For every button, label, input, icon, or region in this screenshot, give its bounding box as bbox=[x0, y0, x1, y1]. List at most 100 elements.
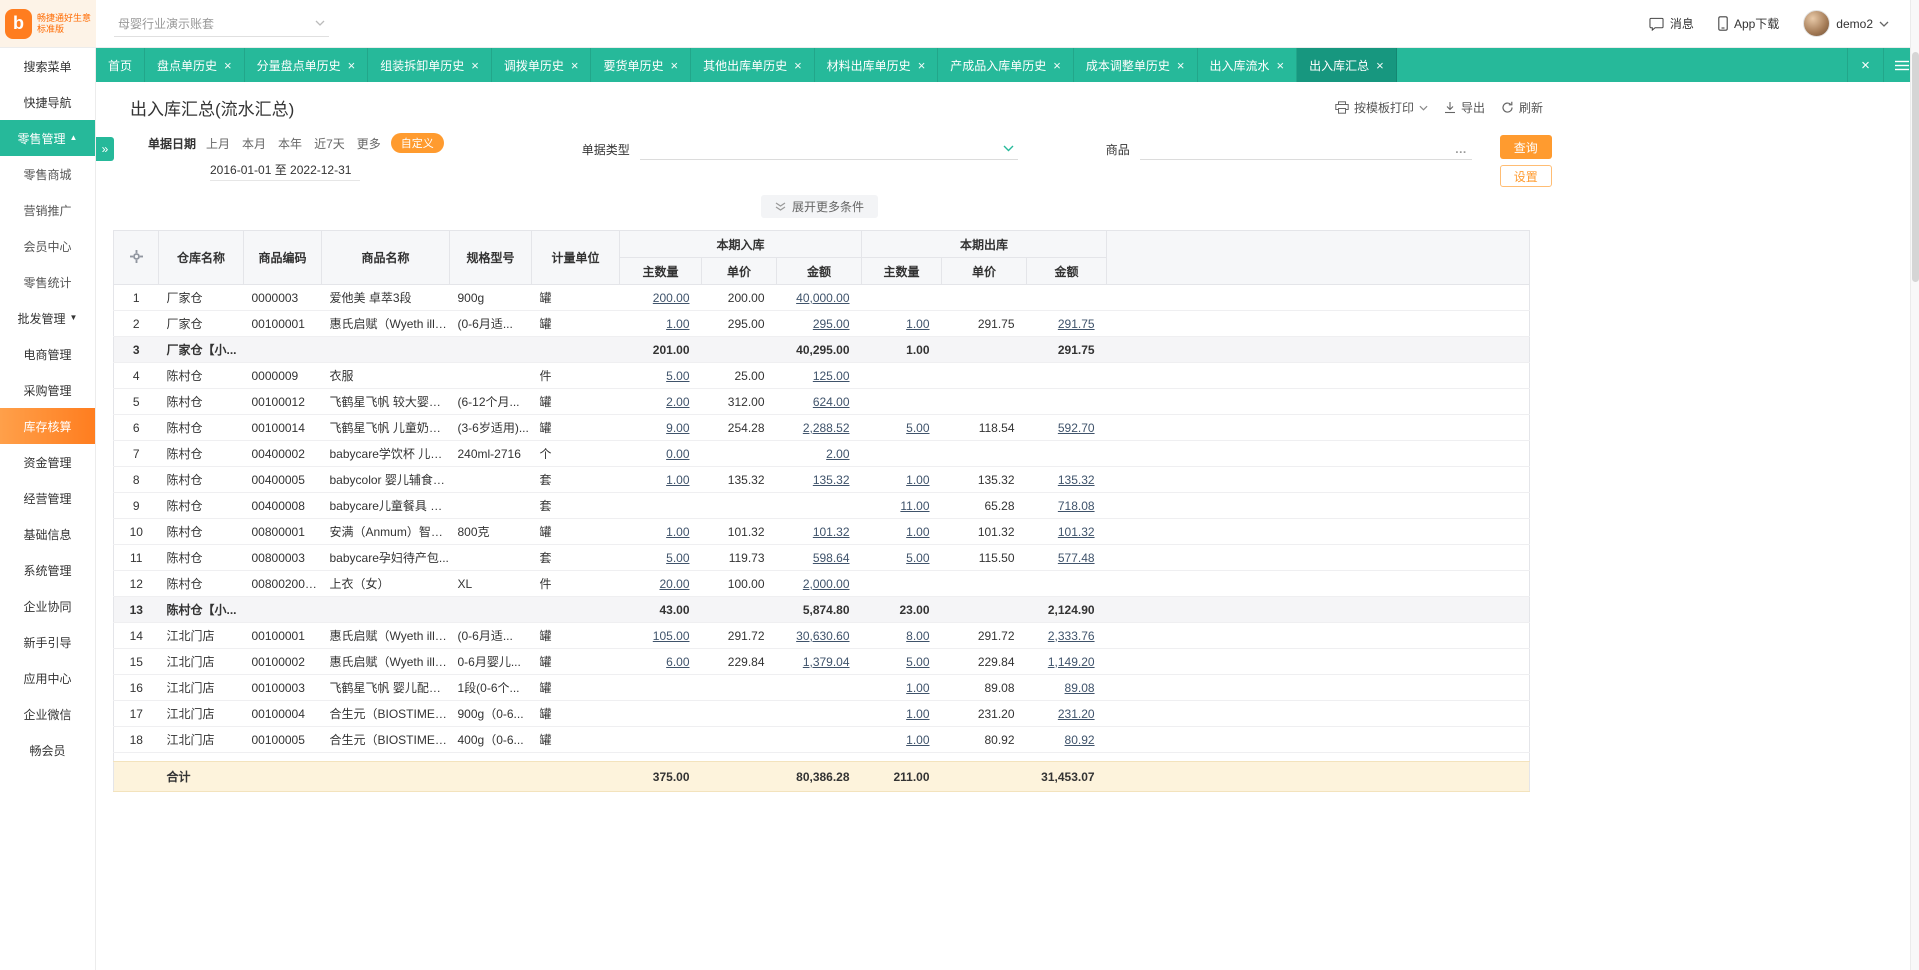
tab-0[interactable]: 首页 bbox=[96, 48, 146, 82]
settings-button[interactable]: 设置 bbox=[1499, 165, 1552, 187]
tab-4[interactable]: 调拨单历史 × bbox=[492, 48, 592, 82]
date-quick-option[interactable]: 更多 bbox=[356, 136, 381, 151]
out-amount-cell[interactable]: 80.92 bbox=[1026, 726, 1107, 753]
print-by-template-button[interactable]: 按模板打印 bbox=[1335, 99, 1428, 116]
search-button[interactable]: 查询 bbox=[1499, 135, 1552, 159]
collapse-filter-button[interactable]: » bbox=[96, 137, 114, 161]
messages-button[interactable]: 消息 bbox=[1649, 15, 1694, 32]
tab-close-icon[interactable]: × bbox=[917, 57, 926, 73]
out-amount-cell[interactable]: 2,333.76 bbox=[1026, 622, 1107, 649]
sidebar-item-8[interactable]: 电商管理 bbox=[0, 336, 95, 372]
date-quick-option[interactable]: 近7天 bbox=[314, 136, 345, 151]
in-amount-cell[interactable]: 101.32 bbox=[776, 518, 862, 545]
custom-range-badge[interactable]: 自定义 bbox=[390, 133, 444, 153]
sidebar-item-10[interactable]: 库存核算 bbox=[0, 408, 95, 444]
in-amount-cell[interactable]: 2,000.00 bbox=[776, 570, 862, 597]
account-select[interactable]: 母婴行业演示账套 bbox=[114, 11, 329, 37]
in-amount-cell[interactable]: 624.00 bbox=[776, 388, 862, 415]
sidebar-item-14[interactable]: 系统管理 bbox=[0, 552, 95, 588]
tab-close-icon[interactable]: × bbox=[224, 57, 232, 73]
in-qty-cell[interactable]: 1.00 bbox=[619, 466, 702, 493]
in-amount-cell[interactable]: 125.00 bbox=[776, 362, 862, 389]
tab-2[interactable]: 分量盘点单历史 × bbox=[245, 48, 369, 82]
column-settings-header[interactable] bbox=[113, 230, 159, 285]
tab-1[interactable]: 盘点单历史 × bbox=[145, 48, 245, 82]
scrollbar[interactable] bbox=[1910, 0, 1919, 970]
in-qty-cell[interactable]: 5.00 bbox=[619, 544, 702, 571]
tab-close-icon[interactable]: × bbox=[794, 57, 802, 73]
out-amount-cell[interactable]: 101.32 bbox=[1026, 518, 1107, 545]
sidebar-item-17[interactable]: 应用中心 bbox=[0, 660, 95, 696]
in-qty-cell[interactable]: 9.00 bbox=[619, 414, 702, 441]
in-amount-cell[interactable]: 40,000.00 bbox=[776, 284, 862, 311]
sidebar-item-1[interactable]: 快捷导航 bbox=[0, 84, 95, 120]
in-amount-cell[interactable]: 2.00 bbox=[776, 440, 862, 467]
tab-8[interactable]: 产成品入库单历史 × bbox=[938, 48, 1074, 82]
date-range-value[interactable]: 2016-01-01 至 2022-12-31 bbox=[210, 161, 360, 181]
out-qty-cell[interactable]: 11.00 bbox=[861, 492, 942, 519]
tab-close-icon[interactable]: × bbox=[1176, 57, 1185, 73]
tab-3[interactable]: 组装拆卸单历史 × bbox=[368, 48, 492, 82]
out-qty-cell[interactable]: 1.00 bbox=[861, 674, 942, 701]
sidebar-item-13[interactable]: 基础信息 bbox=[0, 516, 95, 552]
tab-6[interactable]: 其他出库单历史 × bbox=[691, 48, 815, 82]
in-qty-cell[interactable]: 0.00 bbox=[619, 440, 702, 467]
in-amount-cell[interactable]: 1,379.04 bbox=[776, 648, 862, 675]
sidebar-item-3[interactable]: 零售商城 bbox=[0, 156, 95, 192]
refresh-button[interactable]: 刷新 bbox=[1501, 99, 1543, 116]
tab-close-icon[interactable]: × bbox=[1053, 57, 1061, 73]
ellipsis-icon[interactable]: … bbox=[1454, 141, 1468, 156]
doc-type-select[interactable] bbox=[639, 138, 1018, 160]
sidebar-item-7[interactable]: 批发管理 ▼ bbox=[0, 300, 95, 336]
in-amount-cell[interactable]: 598.64 bbox=[776, 544, 862, 571]
tab-close-icon[interactable]: × bbox=[471, 57, 479, 73]
tab-close-icon[interactable]: × bbox=[670, 57, 679, 73]
sidebar-item-12[interactable]: 经营管理 bbox=[0, 480, 95, 516]
in-qty-cell[interactable]: 5.00 bbox=[619, 362, 702, 389]
out-amount-cell[interactable]: 135.32 bbox=[1026, 466, 1107, 493]
sidebar-item-5[interactable]: 会员中心 bbox=[0, 228, 95, 264]
sidebar-item-18[interactable]: 企业微信 bbox=[0, 696, 95, 732]
out-amount-cell[interactable]: 291.75 bbox=[1026, 310, 1107, 337]
tab-7[interactable]: 材料出库单历史 × bbox=[815, 48, 939, 82]
sidebar-item-0[interactable]: 搜索菜单 bbox=[0, 48, 95, 84]
in-qty-cell[interactable]: 1.00 bbox=[619, 518, 702, 545]
out-qty-cell[interactable]: 1.00 bbox=[861, 726, 942, 753]
in-qty-cell[interactable]: 200.00 bbox=[619, 284, 702, 311]
out-amount-cell[interactable]: 577.48 bbox=[1026, 544, 1107, 571]
tab-close-icon[interactable]: × bbox=[570, 57, 579, 73]
sidebar-item-6[interactable]: 零售统计 bbox=[0, 264, 95, 300]
in-amount-cell[interactable]: 30,630.60 bbox=[776, 622, 862, 649]
sidebar-item-2[interactable]: 零售管理 ▲ bbox=[0, 120, 95, 156]
close-tabs-button[interactable]: × bbox=[1847, 48, 1883, 82]
in-qty-cell[interactable]: 2.00 bbox=[619, 388, 702, 415]
in-amount-cell[interactable]: 295.00 bbox=[776, 310, 862, 337]
scrollbar-thumb[interactable] bbox=[1912, 52, 1919, 282]
in-amount-cell[interactable]: 135.32 bbox=[776, 466, 862, 493]
out-qty-cell[interactable]: 8.00 bbox=[861, 622, 942, 649]
in-qty-cell[interactable]: 6.00 bbox=[619, 648, 702, 675]
sidebar-item-9[interactable]: 采购管理 bbox=[0, 372, 95, 408]
date-quick-option[interactable]: 本月 bbox=[242, 136, 267, 151]
gear-icon[interactable] bbox=[129, 249, 143, 263]
out-amount-cell[interactable]: 1,149.20 bbox=[1026, 648, 1107, 675]
out-qty-cell[interactable]: 1.00 bbox=[861, 466, 942, 493]
user-menu[interactable]: demo2 bbox=[1803, 10, 1889, 37]
date-quick-option[interactable]: 上月 bbox=[206, 136, 231, 151]
date-quick-option[interactable]: 本年 bbox=[278, 136, 303, 151]
goods-picker[interactable]: … bbox=[1139, 138, 1472, 160]
tab-close-icon[interactable]: × bbox=[1376, 57, 1384, 73]
out-amount-cell[interactable]: 89.08 bbox=[1026, 674, 1107, 701]
tab-close-icon[interactable]: × bbox=[347, 57, 356, 73]
sidebar-item-16[interactable]: 新手引导 bbox=[0, 624, 95, 660]
export-button[interactable]: 导出 bbox=[1444, 99, 1485, 116]
out-qty-cell[interactable]: 1.00 bbox=[861, 700, 942, 727]
in-amount-cell[interactable]: 2,288.52 bbox=[776, 414, 862, 441]
out-qty-cell[interactable]: 5.00 bbox=[861, 544, 942, 571]
sidebar-item-15[interactable]: 企业协同 bbox=[0, 588, 95, 624]
out-qty-cell[interactable]: 1.00 bbox=[861, 518, 942, 545]
tab-menu-button[interactable] bbox=[1883, 48, 1919, 82]
out-qty-cell[interactable]: 5.00 bbox=[861, 648, 942, 675]
tab-5[interactable]: 要货单历史 × bbox=[591, 48, 692, 82]
app-download-button[interactable]: App下载 bbox=[1718, 15, 1779, 32]
